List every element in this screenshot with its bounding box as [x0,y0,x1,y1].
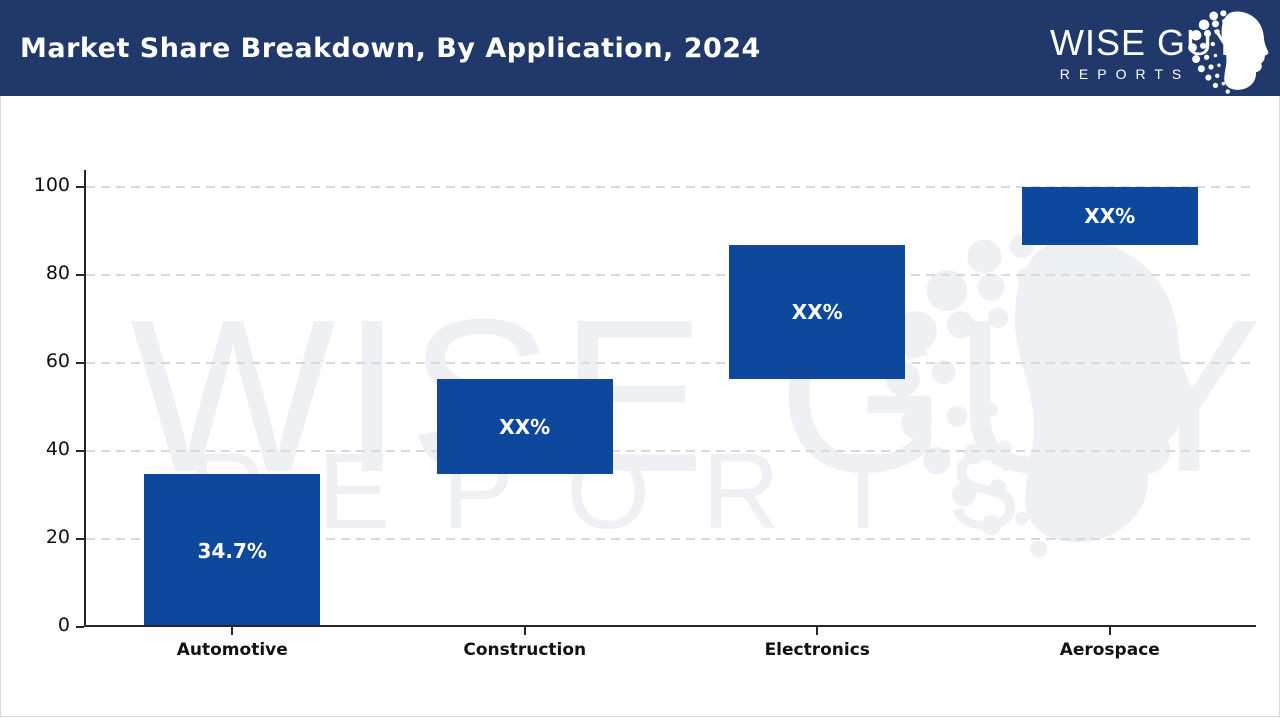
bar-construction: XX% [436,378,613,475]
x-tick-automotive [231,627,234,635]
gridline-y-60 [86,362,1256,364]
logo-face-dots-icon [1188,10,1269,94]
bar-value-label: XX% [791,299,843,324]
x-tick-electronics [816,627,819,635]
category-label-automotive: Automotive [176,640,288,660]
gridline-y-20 [86,538,1256,540]
gridline-y-100 [86,186,1256,188]
y-tick-label-40: 40 [45,438,70,460]
y-tick-label-20: 20 [45,526,70,548]
category-label-construction: Construction [463,640,587,660]
wise-guy-reports-logo: WISE GUY REPORTS [1020,4,1270,94]
y-tick-100 [76,186,84,188]
y-tick-label-60: 60 [45,350,70,372]
y-axis-line [84,170,86,627]
bar-electronics: XX% [729,245,906,379]
bar-value-label: XX% [499,414,551,439]
y-tick-label-100: 100 [33,174,70,196]
logo-reports-text: REPORTS [1059,66,1191,82]
y-tick-0 [76,626,84,628]
x-axis-line [84,625,1256,627]
logo-wiseguy-text: WISE GUY [1050,22,1239,63]
bar-value-label: XX% [1084,204,1136,229]
y-tick-60 [76,362,84,364]
header-bar: Market Share Breakdown, By Application, … [0,0,1280,96]
gridline-y-80 [86,274,1256,276]
bar-aerospace: XX% [1021,187,1198,246]
y-tick-40 [76,450,84,452]
x-tick-construction [523,627,526,635]
bar-automotive: 34.7% [144,474,321,627]
gridline-y-40 [86,450,1256,452]
category-label-electronics: Electronics [764,640,870,660]
logo-text: WISE GUY REPORTS [1050,22,1239,82]
y-tick-label-0: 0 [57,614,70,636]
y-tick-label-80: 80 [45,262,70,284]
x-tick-aerospace [1108,627,1111,635]
category-label-aerospace: Aerospace [1059,640,1160,660]
bar-value-label: 34.7% [197,538,267,563]
page-title: Market Share Breakdown, By Application, … [20,33,761,64]
y-tick-20 [76,538,84,540]
y-tick-80 [76,274,84,276]
